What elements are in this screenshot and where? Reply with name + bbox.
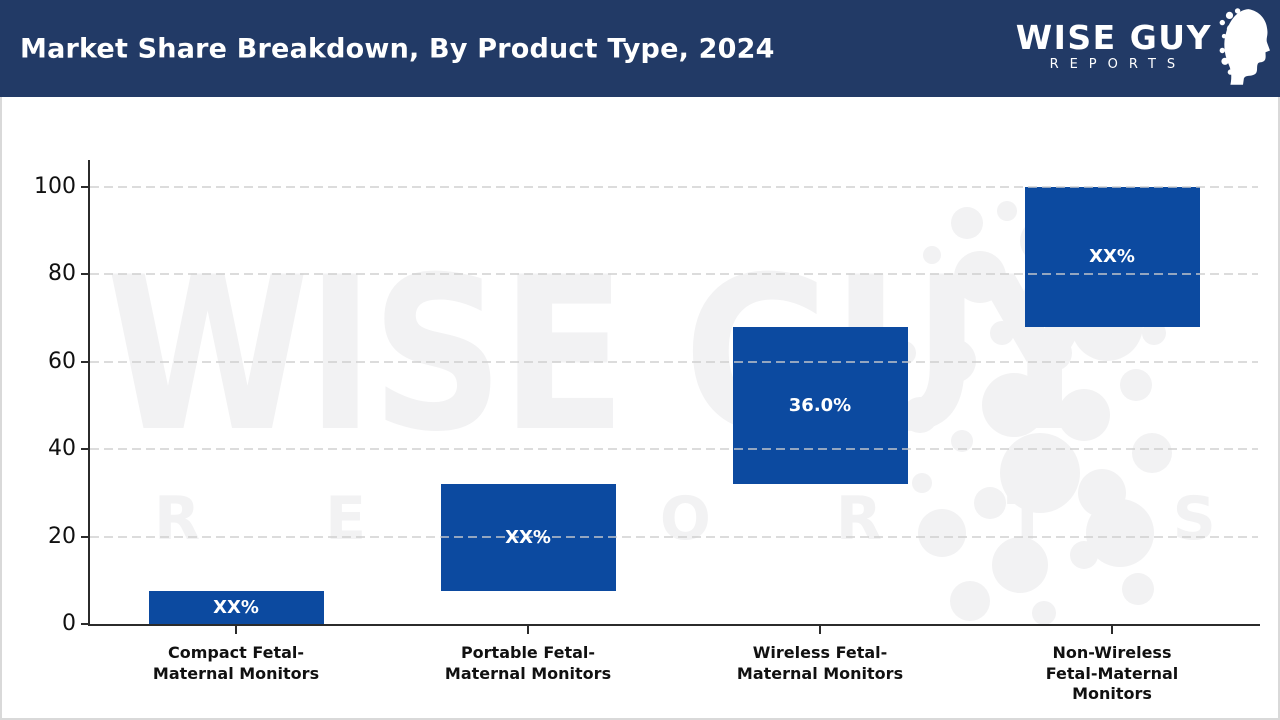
bar-value-label: XX% — [213, 597, 259, 619]
x-axis-category-label: Portable Fetal- Maternal Monitors — [378, 643, 678, 684]
logo-subtitle: REPORTS — [1049, 57, 1187, 73]
chart-canvas: WISE GUY R E P O R T S XX% XX% 36.0% XX% Co… — [0, 97, 1280, 720]
x-axis-category-line: Non-Wireless — [1052, 643, 1172, 662]
x-axis-category-line: Portable Fetal- — [460, 643, 596, 662]
y-axis-tick — [81, 273, 90, 276]
y-axis-tick-label: 20 — [48, 523, 76, 549]
y-axis-tick-label: 40 — [48, 436, 76, 462]
bar-segment-4: XX% — [1024, 187, 1200, 327]
x-axis-tick — [235, 626, 237, 634]
x-axis-category-line: Compact Fetal- — [167, 643, 305, 662]
y-axis-tick-label: 100 — [34, 174, 76, 199]
bar-segment-3: 36.0% — [732, 326, 908, 485]
y-axis-tick-label: 0 — [62, 611, 76, 636]
gridline-80 — [90, 273, 1258, 276]
y-axis-tick — [81, 360, 90, 363]
y-axis-tick-label: 60 — [48, 348, 76, 374]
chart-title: Market Share Breakdown, By Product Type,… — [20, 33, 775, 64]
x-axis-tick — [527, 626, 529, 634]
y-axis-tick — [81, 623, 90, 625]
bar-value-label: 36.0% — [788, 394, 852, 416]
x-axis-category-label: Wireless Fetal- Maternal Monitors — [670, 643, 970, 684]
x-axis-category-line: Wireless Fetal- — [752, 643, 888, 662]
logo-text: WISE GUY REPORTS — [1015, 17, 1212, 73]
gridline-60 — [90, 360, 1258, 363]
y-axis-tick — [81, 448, 90, 451]
x-axis-tick — [819, 626, 821, 634]
y-axis-tick — [81, 186, 90, 188]
bar-value-label: XX% — [505, 527, 551, 549]
x-axis-category-line: Maternal Monitors — [444, 663, 612, 683]
x-axis-category-line: Fetal-Maternal — [1045, 663, 1179, 683]
x-axis-line — [88, 624, 1260, 626]
x-axis-category-line: Maternal Monitors — [152, 663, 320, 683]
y-axis-tick-label: 80 — [48, 261, 76, 287]
bar-value-label: XX% — [1089, 246, 1135, 268]
logo-head-profile-icon — [1219, 8, 1270, 85]
logo-wordmark: WISE GUY — [1015, 17, 1212, 57]
gridline-20 — [90, 535, 1258, 538]
y-axis-line — [88, 160, 90, 626]
bar-segment-1: XX% — [148, 591, 324, 624]
x-axis-category-line: Maternal Monitors — [736, 663, 904, 683]
x-axis-category-label: Non-Wireless Fetal-Maternal Monitors — [962, 643, 1262, 705]
gridline-100 — [90, 186, 1258, 188]
x-axis-category-line: Monitors — [1072, 684, 1152, 703]
header-bar: Market Share Breakdown, By Product Type,… — [0, 0, 1280, 97]
x-axis-category-label: Compact Fetal- Maternal Monitors — [86, 643, 386, 684]
x-axis-tick — [1111, 626, 1113, 634]
gridline-40 — [90, 448, 1258, 451]
wiseguy-logo: WISE GUY REPORTS — [1016, 6, 1270, 86]
y-axis-tick — [81, 535, 90, 538]
bar-segment-2: XX% — [440, 484, 616, 592]
plot-area: XX% XX% 36.0% XX% — [90, 186, 1258, 624]
